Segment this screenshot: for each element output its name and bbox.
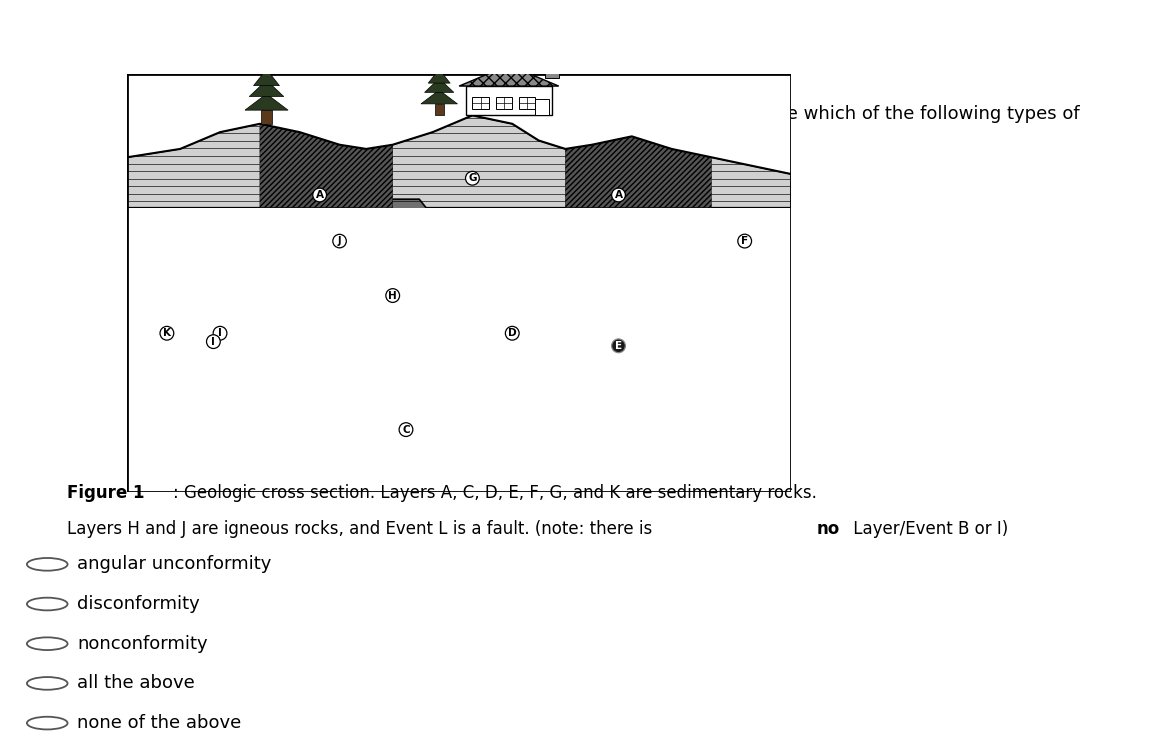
Polygon shape: [127, 199, 274, 492]
Polygon shape: [127, 207, 791, 492]
Polygon shape: [605, 199, 791, 492]
Text: D: D: [508, 329, 516, 338]
Polygon shape: [247, 199, 512, 492]
Text: A: A: [614, 190, 623, 200]
Text: no: no: [817, 520, 840, 538]
Text: E: E: [614, 341, 623, 351]
Polygon shape: [566, 137, 711, 207]
Polygon shape: [605, 199, 791, 492]
Polygon shape: [247, 199, 512, 492]
Polygon shape: [254, 69, 280, 86]
Polygon shape: [605, 199, 791, 492]
Polygon shape: [605, 199, 791, 492]
Text: none of the above: none of the above: [77, 714, 241, 732]
Polygon shape: [725, 199, 791, 262]
Polygon shape: [446, 199, 671, 492]
Text: C: C: [402, 425, 410, 434]
Text: The boundary between Layer H (below) and Layer G (above) would be which of the f: The boundary between Layer H (below) and…: [162, 105, 1080, 144]
Polygon shape: [725, 199, 791, 262]
Polygon shape: [420, 90, 457, 104]
Polygon shape: [260, 123, 393, 207]
Text: I: I: [218, 329, 222, 338]
Polygon shape: [127, 207, 791, 492]
Polygon shape: [446, 199, 671, 492]
Text: H: H: [388, 290, 397, 301]
Polygon shape: [134, 258, 313, 401]
Polygon shape: [340, 199, 472, 442]
Polygon shape: [127, 74, 791, 174]
Text: J: J: [337, 236, 342, 246]
Bar: [519, 96, 536, 109]
Polygon shape: [127, 74, 791, 174]
Bar: [495, 96, 513, 109]
Text: : Geologic cross section. Layers A, C, D, E, F, G, and K are sedimentary rocks.: : Geologic cross section. Layers A, C, D…: [173, 484, 817, 502]
Polygon shape: [127, 115, 791, 207]
Polygon shape: [127, 207, 791, 492]
Text: Layer/Event B or I): Layer/Event B or I): [848, 520, 1008, 538]
Polygon shape: [340, 199, 472, 442]
Text: I: I: [211, 337, 215, 347]
Polygon shape: [425, 79, 454, 93]
Text: disconformity: disconformity: [77, 595, 200, 613]
Polygon shape: [247, 199, 512, 492]
Polygon shape: [127, 199, 274, 492]
Text: angular unconformity: angular unconformity: [77, 556, 271, 573]
Polygon shape: [134, 258, 313, 401]
Text: Figure 1: Figure 1: [67, 484, 144, 502]
Polygon shape: [127, 199, 274, 492]
Bar: [545, 61, 559, 78]
Polygon shape: [134, 258, 313, 401]
Polygon shape: [340, 199, 472, 442]
Text: nonconformity: nonconformity: [77, 635, 208, 653]
Bar: [261, 110, 271, 123]
Bar: [472, 96, 489, 109]
Text: Layers H and J are igneous rocks, and Event L is a fault. (note: there is: Layers H and J are igneous rocks, and Ev…: [67, 520, 658, 538]
Polygon shape: [134, 258, 313, 401]
Polygon shape: [340, 199, 472, 442]
Polygon shape: [245, 94, 288, 110]
Text: A: A: [315, 190, 323, 200]
Polygon shape: [127, 115, 791, 207]
Bar: [465, 86, 552, 115]
Polygon shape: [429, 69, 450, 83]
Polygon shape: [127, 115, 791, 207]
Polygon shape: [446, 199, 671, 492]
Polygon shape: [127, 74, 791, 174]
Bar: [127, 199, 791, 492]
Polygon shape: [127, 207, 791, 492]
Polygon shape: [446, 199, 671, 492]
Polygon shape: [247, 199, 512, 492]
Polygon shape: [127, 74, 791, 174]
Polygon shape: [460, 65, 559, 86]
Text: all the above: all the above: [77, 675, 195, 692]
Text: F: F: [742, 236, 748, 246]
Bar: [536, 98, 549, 115]
Polygon shape: [127, 199, 274, 492]
Bar: [434, 104, 444, 115]
Polygon shape: [725, 199, 791, 262]
Text: G: G: [468, 173, 477, 183]
Polygon shape: [249, 80, 284, 96]
Text: K: K: [163, 329, 171, 338]
